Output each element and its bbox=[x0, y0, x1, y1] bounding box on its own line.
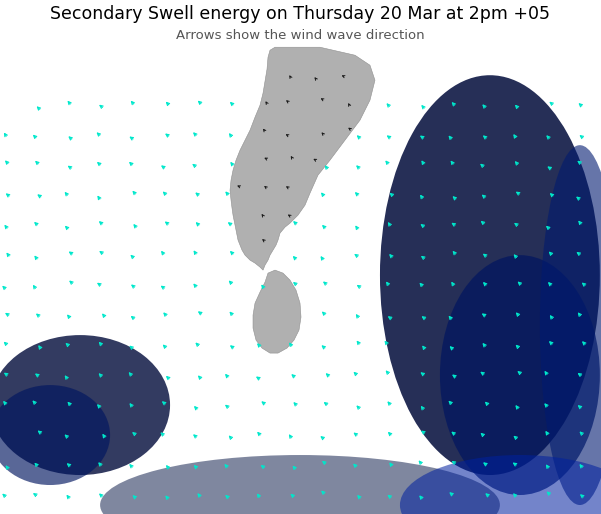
Ellipse shape bbox=[0, 385, 110, 485]
Ellipse shape bbox=[380, 75, 600, 475]
Text: Secondary Swell energy on Thursday 20 Mar at 2pm +05: Secondary Swell energy on Thursday 20 Ma… bbox=[50, 5, 551, 23]
Ellipse shape bbox=[440, 255, 600, 495]
Ellipse shape bbox=[400, 455, 601, 514]
Ellipse shape bbox=[100, 455, 500, 514]
Ellipse shape bbox=[540, 145, 601, 505]
Ellipse shape bbox=[0, 335, 170, 475]
Text: Arrows show the wind wave direction: Arrows show the wind wave direction bbox=[176, 29, 425, 42]
Polygon shape bbox=[253, 270, 301, 353]
Polygon shape bbox=[230, 47, 375, 270]
